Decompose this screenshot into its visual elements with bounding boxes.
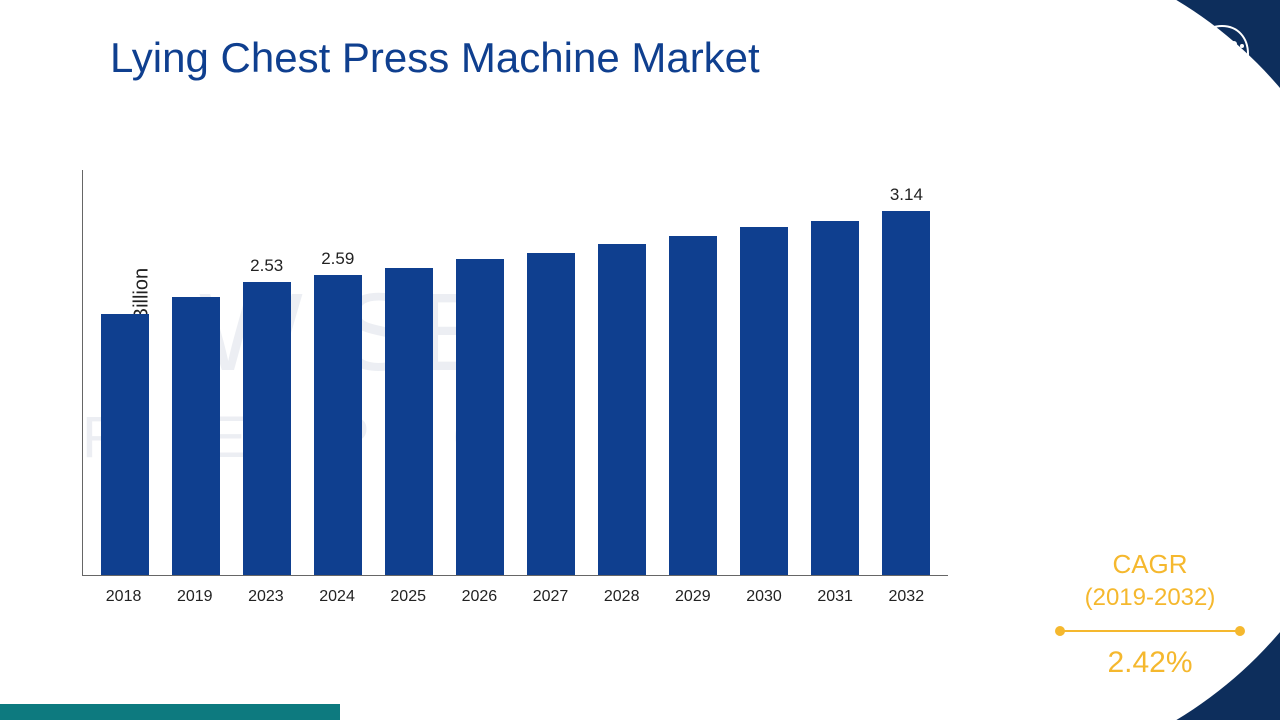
x-tick-2024: 2024	[306, 580, 368, 610]
bar-rect	[243, 282, 291, 575]
bar-2031	[804, 195, 866, 575]
x-tick-2028: 2028	[591, 580, 653, 610]
bar-2032: 3.14	[875, 185, 937, 575]
bar-2029	[662, 210, 724, 575]
brand-head-icon	[1192, 24, 1252, 96]
cagr-value: 2.42%	[1020, 646, 1280, 680]
bar-rect	[740, 227, 788, 575]
bar-2027	[520, 227, 582, 575]
x-tick-2023: 2023	[235, 580, 297, 610]
cagr-block: CAGR (2019-2032) 2.42%	[1020, 549, 1280, 680]
bottom-accent-strip	[0, 704, 340, 720]
bar-2023: 2.53	[236, 256, 298, 575]
bar-rect	[669, 236, 717, 575]
cagr-range: (2019-2032)	[1020, 584, 1280, 612]
x-tick-2031: 2031	[804, 580, 866, 610]
cagr-label: CAGR	[1020, 549, 1280, 580]
plot-area: 2.53 2.59 3.14	[82, 170, 948, 576]
bar-rect	[882, 211, 930, 575]
x-tick-2018: 2018	[93, 580, 155, 610]
bar-rect	[172, 297, 220, 575]
bar-value-label: 2.53	[250, 256, 283, 276]
bar-2030	[733, 201, 795, 575]
x-axis-ticks: 2018 2019 2023 2024 2025 2026 2027 2028 2029 2030…	[82, 580, 948, 610]
bar-value-label: 3.14	[890, 185, 923, 205]
bar-rect	[598, 244, 646, 575]
bar-chart: Market Value in USD Billion 2.532.593.14…	[68, 170, 948, 610]
bars-container: 2.53 2.59 3.14	[83, 170, 948, 575]
infographic-canvas: WISE GUY R E P O R T S WISE GUY R E P O …	[0, 0, 1280, 720]
bar-rect	[811, 221, 859, 575]
chart-title: Lying Chest Press Machine Market	[110, 34, 760, 82]
bar-2019	[165, 271, 227, 575]
bar-rect	[527, 253, 575, 575]
bar-2025	[378, 242, 440, 575]
x-tick-2030: 2030	[733, 580, 795, 610]
cagr-divider	[1060, 630, 1240, 632]
x-tick-2019: 2019	[164, 580, 226, 610]
x-tick-2025: 2025	[377, 580, 439, 610]
bar-rect	[101, 314, 149, 575]
x-tick-2032: 2032	[875, 580, 937, 610]
bar-rect	[456, 259, 504, 575]
right-panel: WISE GUY R E P O R T S CAGR (2019-2032) …	[960, 0, 1280, 720]
bar-value-label: 2.59	[321, 249, 354, 269]
bar-2024: 2.59	[307, 249, 369, 575]
x-tick-2029: 2029	[662, 580, 724, 610]
x-tick-2026: 2026	[448, 580, 510, 610]
bar-2028	[591, 218, 653, 575]
bar-rect	[385, 268, 433, 575]
brand-logo-main: WISE GUY	[975, 34, 1182, 68]
brand-logo-sub: R E P O R T S	[975, 69, 1182, 86]
bar-2018	[94, 288, 156, 575]
bar-rect	[314, 275, 362, 575]
x-tick-2027: 2027	[520, 580, 582, 610]
brand-logo: WISE GUY R E P O R T S	[975, 24, 1252, 96]
bar-2026	[449, 233, 511, 575]
